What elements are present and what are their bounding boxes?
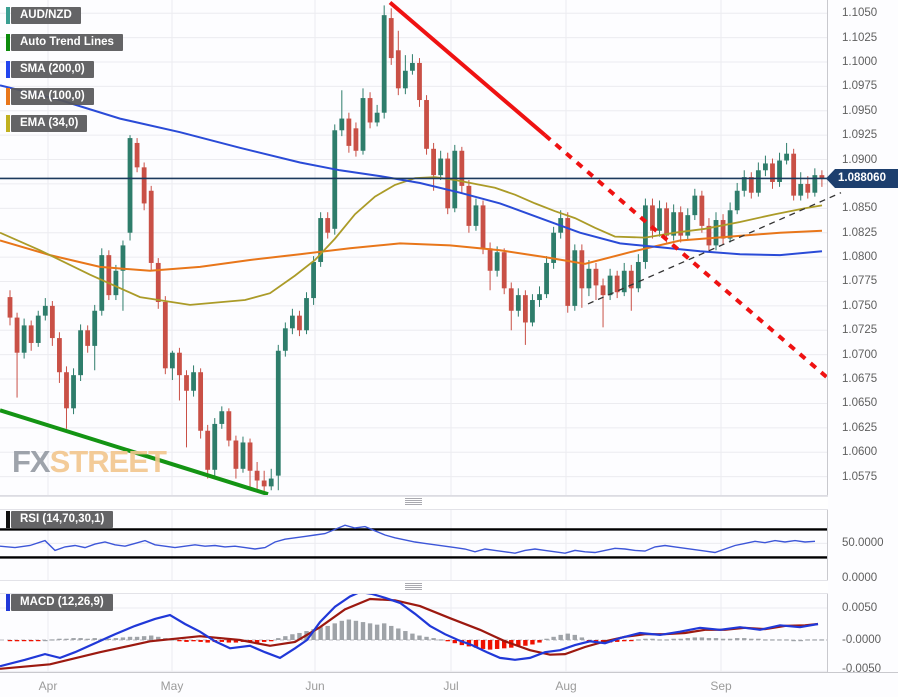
price-axis-label: 1.0825 xyxy=(842,226,878,239)
macd-panel[interactable] xyxy=(0,592,828,672)
last-price-badge: 1.088060 xyxy=(826,169,898,188)
sma200-label: SMA (200,0) xyxy=(11,61,94,78)
macd-color-strip xyxy=(6,594,10,611)
price-axis-label: 1.0650 xyxy=(842,397,878,410)
price-axis-label: 1.0850 xyxy=(842,202,878,215)
price-axis-label: 1.0575 xyxy=(842,470,878,483)
panel-resize-handle-macd[interactable] xyxy=(405,583,422,590)
watermark-street: STREET xyxy=(49,444,167,479)
price-axis-label: 1.0950 xyxy=(842,104,878,117)
rsi-panel[interactable] xyxy=(0,524,828,559)
price-axis-label: 1.0675 xyxy=(842,373,878,386)
month-label: Apr xyxy=(38,679,58,693)
watermark-fx: FX xyxy=(12,444,51,479)
main-price-panel[interactable] xyxy=(0,0,829,496)
month-label: Aug xyxy=(555,679,577,693)
symbol-label: AUD/NZD xyxy=(11,7,81,24)
indicator-label-macd[interactable]: MACD (12,26,9) xyxy=(6,594,113,611)
price-axis-label: 1.0900 xyxy=(842,153,878,166)
macd-axis-label: -0.0050 xyxy=(842,663,882,675)
rsi-color-strip xyxy=(6,511,10,528)
trend-color-strip xyxy=(6,34,10,51)
price-axis-label: 1.0800 xyxy=(842,251,878,264)
month-label: May xyxy=(160,679,184,693)
indicator-label-sma200[interactable]: SMA (200,0) xyxy=(6,61,94,78)
price-axis-label: 1.0975 xyxy=(842,80,878,93)
indicator-label-sma100[interactable]: SMA (100,0) xyxy=(6,88,94,105)
price-axis-label: 1.0625 xyxy=(842,421,878,434)
ema34-color-strip xyxy=(6,115,10,132)
symbol-color-strip xyxy=(6,7,10,24)
trend-label: Auto Trend Lines xyxy=(11,34,123,51)
indicator-label-rsi[interactable]: RSI (14,70,30,1) xyxy=(6,511,114,528)
price-axis-label: 1.0600 xyxy=(842,446,878,459)
macd-axis-label: -0.0000 xyxy=(842,634,882,646)
price-axis-label: 1.0700 xyxy=(842,348,878,361)
price-axis-label: 1.0925 xyxy=(842,129,878,142)
ema34-label: EMA (34,0) xyxy=(11,115,88,132)
macd-axis-label: 0.0050 xyxy=(842,602,878,614)
price-axis-label: 1.1025 xyxy=(842,31,878,44)
month-label: Jul xyxy=(443,679,459,693)
indicator-label-symbol[interactable]: AUD/NZD xyxy=(6,7,81,24)
panel-divider-rsi[interactable] xyxy=(0,496,828,510)
gridlines xyxy=(0,0,828,672)
sma200-color-strip xyxy=(6,61,10,78)
price-axis-label: 1.0775 xyxy=(842,275,878,288)
panel-resize-handle-rsi[interactable] xyxy=(405,498,422,505)
rsi-axis-label: 0.0000 xyxy=(842,572,878,585)
rsi-axis-label: 50.0000 xyxy=(842,537,884,550)
sma100-color-strip xyxy=(6,88,10,105)
indicator-label-ema34[interactable]: EMA (34,0) xyxy=(6,115,88,132)
macd-label: MACD (12,26,9) xyxy=(11,594,113,611)
price-axis-label: 1.1000 xyxy=(842,55,878,68)
sma100-label: SMA (100,0) xyxy=(11,88,94,105)
fxstreet-watermark: FXSTREET xyxy=(12,444,167,480)
price-axis-label: 1.1050 xyxy=(842,7,878,20)
month-label: Sep xyxy=(710,679,732,693)
indicator-label-auto-trend-lines[interactable]: Auto Trend Lines xyxy=(6,34,123,51)
price-axis-label: 1.0725 xyxy=(842,324,878,337)
month-label: Jun xyxy=(305,679,325,693)
rsi-label: RSI (14,70,30,1) xyxy=(11,511,114,528)
price-axis-label: 1.0750 xyxy=(842,299,878,312)
